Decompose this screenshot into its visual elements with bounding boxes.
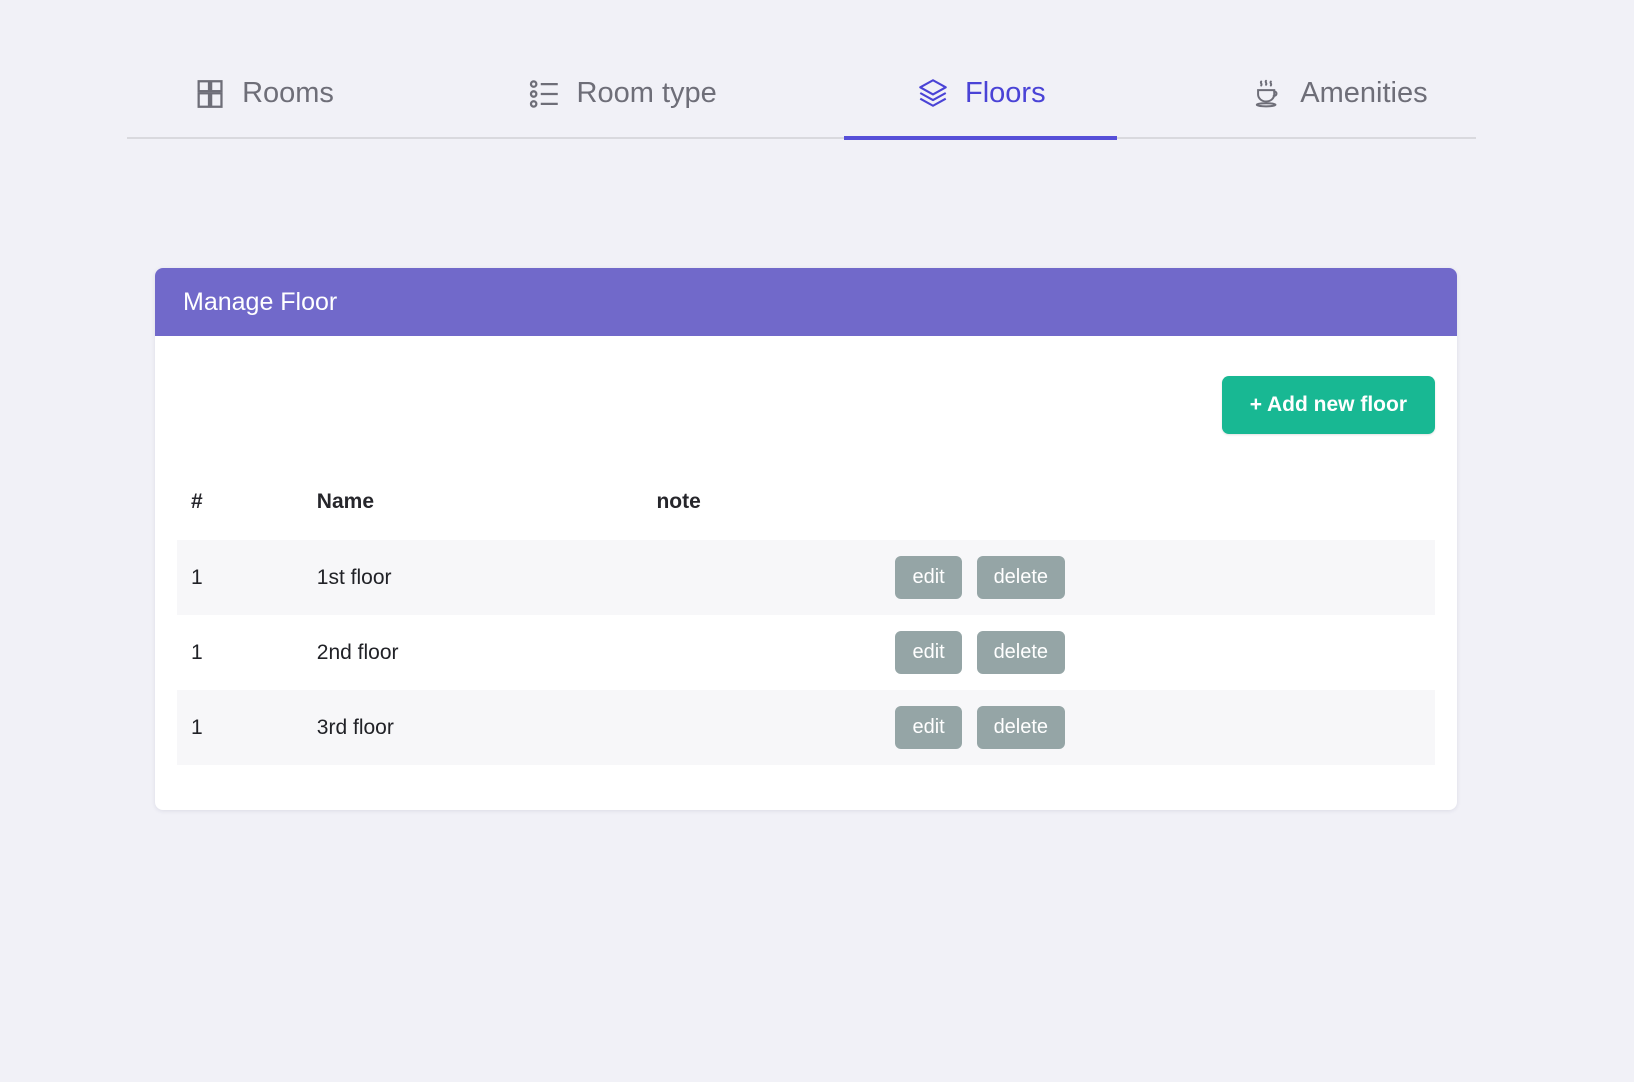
- panel-body: + Add new floor # Name note 1 1st floor …: [155, 336, 1457, 810]
- tab-rooms[interactable]: Rooms: [127, 62, 400, 137]
- table-row: 1 3rd floor edit delete: [177, 690, 1435, 765]
- edit-button[interactable]: edit: [895, 556, 962, 599]
- row-actions-cell: edit delete: [881, 540, 1435, 615]
- row-note-cell: [642, 690, 881, 765]
- row-number-cell: 1: [191, 640, 203, 664]
- row-actions-cell: edit delete: [881, 690, 1435, 765]
- table-header-row: # Name note: [177, 464, 1435, 540]
- tab-bar: Rooms Room type Floors Amenities: [127, 62, 1476, 140]
- table-body: 1 1st floor edit delete 1 2nd floor edit…: [177, 540, 1435, 765]
- row-note-cell: [642, 540, 881, 615]
- panel-header: Manage Floor: [155, 268, 1457, 336]
- row-number-cell: 1: [191, 715, 203, 739]
- tab-label: Floors: [965, 76, 1046, 109]
- grid-icon: [193, 77, 227, 111]
- floors-table: # Name note 1 1st floor edit delete 1 2n…: [177, 464, 1435, 765]
- tab-label: Amenities: [1300, 77, 1428, 109]
- row-name-cell: 1st floor: [316, 565, 392, 589]
- delete-button[interactable]: delete: [976, 631, 1066, 674]
- table-row: 1 2nd floor edit delete: [177, 615, 1435, 690]
- manage-floor-panel: Manage Floor + Add new floor # Name note…: [155, 268, 1457, 810]
- table-head: # Name note: [177, 464, 1435, 540]
- row-name-cell: 3rd floor: [316, 715, 394, 739]
- column-header-actions: [881, 464, 1435, 540]
- tab-floors[interactable]: Floors: [844, 62, 1118, 140]
- panel-title: Manage Floor: [183, 287, 338, 316]
- coffee-icon: [1251, 77, 1285, 111]
- tab-label: Room type: [576, 77, 717, 109]
- layers-icon: [916, 76, 950, 110]
- row-name-cell: 2nd floor: [316, 640, 399, 664]
- column-header-note: note: [656, 490, 701, 513]
- row-actions-cell: edit delete: [881, 615, 1435, 690]
- delete-button[interactable]: delete: [976, 556, 1066, 599]
- edit-button[interactable]: edit: [895, 631, 962, 674]
- list-icon: [528, 77, 562, 111]
- tab-amenities[interactable]: Amenities: [1203, 62, 1476, 137]
- column-header-number: #: [191, 490, 203, 513]
- column-header-name: Name: [316, 490, 374, 513]
- tab-label: Rooms: [242, 77, 334, 109]
- toolbar: + Add new floor: [177, 376, 1435, 434]
- table-row: 1 1st floor edit delete: [177, 540, 1435, 615]
- delete-button[interactable]: delete: [976, 706, 1066, 749]
- row-number-cell: 1: [191, 565, 203, 589]
- tab-room-type[interactable]: Room type: [486, 62, 759, 137]
- edit-button[interactable]: edit: [895, 706, 962, 749]
- row-note-cell: [642, 615, 881, 690]
- add-new-floor-button[interactable]: + Add new floor: [1221, 376, 1435, 434]
